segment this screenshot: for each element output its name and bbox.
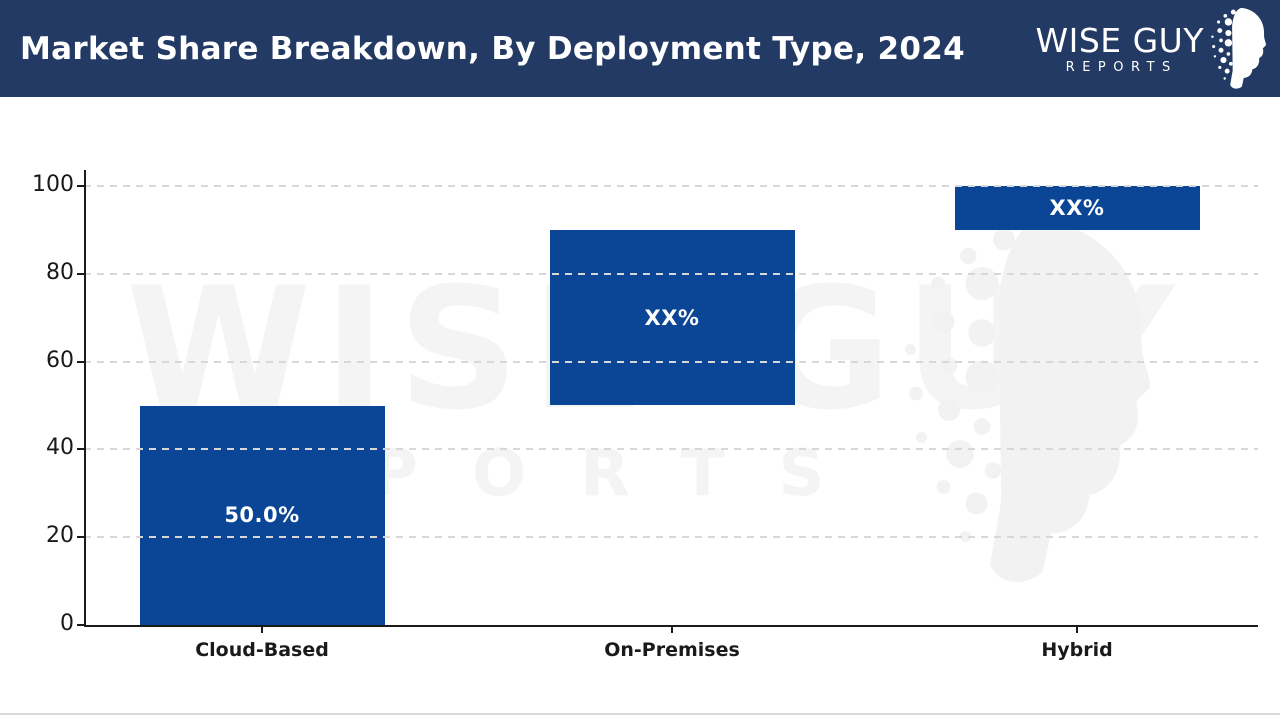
chart-title: Market Share Breakdown, By Deployment Ty… bbox=[20, 30, 965, 67]
gridline-80 bbox=[84, 272, 1258, 275]
gridline-20 bbox=[84, 536, 1258, 539]
y-tick-label: 20 bbox=[46, 523, 74, 549]
bar-cloud-based bbox=[139, 405, 385, 625]
bar-label: 50.0% bbox=[224, 503, 300, 528]
brand-logo: WISE GUY REPORTS bbox=[1035, 0, 1268, 97]
watermark-face-icon bbox=[905, 220, 1151, 583]
gridline-100 bbox=[84, 185, 1258, 187]
x-axis-line bbox=[84, 625, 1258, 627]
bar-label: XX% bbox=[644, 305, 700, 330]
x-tick-label: Cloud-Based bbox=[195, 639, 329, 661]
y-tick-label: 80 bbox=[46, 259, 74, 285]
bar-on-premises bbox=[549, 229, 795, 406]
brand-name: WISE GUY bbox=[1035, 20, 1204, 60]
bar-hybrid bbox=[954, 186, 1200, 230]
y-tick-mark bbox=[77, 448, 84, 451]
brand-logo-text: WISE GUY REPORTS bbox=[1035, 24, 1204, 74]
x-tick-label: Hybrid bbox=[1041, 639, 1113, 661]
y-tick-label: 100 bbox=[32, 172, 74, 197]
brand-subtitle: REPORTS bbox=[1065, 59, 1178, 75]
y-tick-label: 60 bbox=[46, 347, 74, 373]
y-tick-mark bbox=[77, 360, 84, 363]
y-tick-label: 40 bbox=[46, 435, 74, 461]
bar-label: XX% bbox=[1049, 195, 1105, 220]
y-tick-mark bbox=[77, 185, 84, 187]
x-tick-mark bbox=[1076, 627, 1078, 633]
x-tick-mark bbox=[261, 627, 263, 633]
header-bar: Market Share Breakdown, By Deployment Ty… bbox=[0, 0, 1280, 97]
y-tick-mark bbox=[77, 272, 84, 275]
gridline-40 bbox=[84, 448, 1258, 451]
bottom-divider bbox=[0, 713, 1280, 715]
y-tick-mark bbox=[77, 624, 84, 626]
brand-face-icon bbox=[1211, 7, 1266, 89]
x-tick-mark bbox=[671, 627, 673, 633]
y-tick-label: 0 bbox=[60, 611, 74, 636]
y-axis-line bbox=[84, 170, 86, 627]
x-tick-label: On-Premises bbox=[604, 639, 740, 661]
gridline-60 bbox=[84, 360, 1258, 363]
y-tick-mark bbox=[77, 536, 84, 539]
